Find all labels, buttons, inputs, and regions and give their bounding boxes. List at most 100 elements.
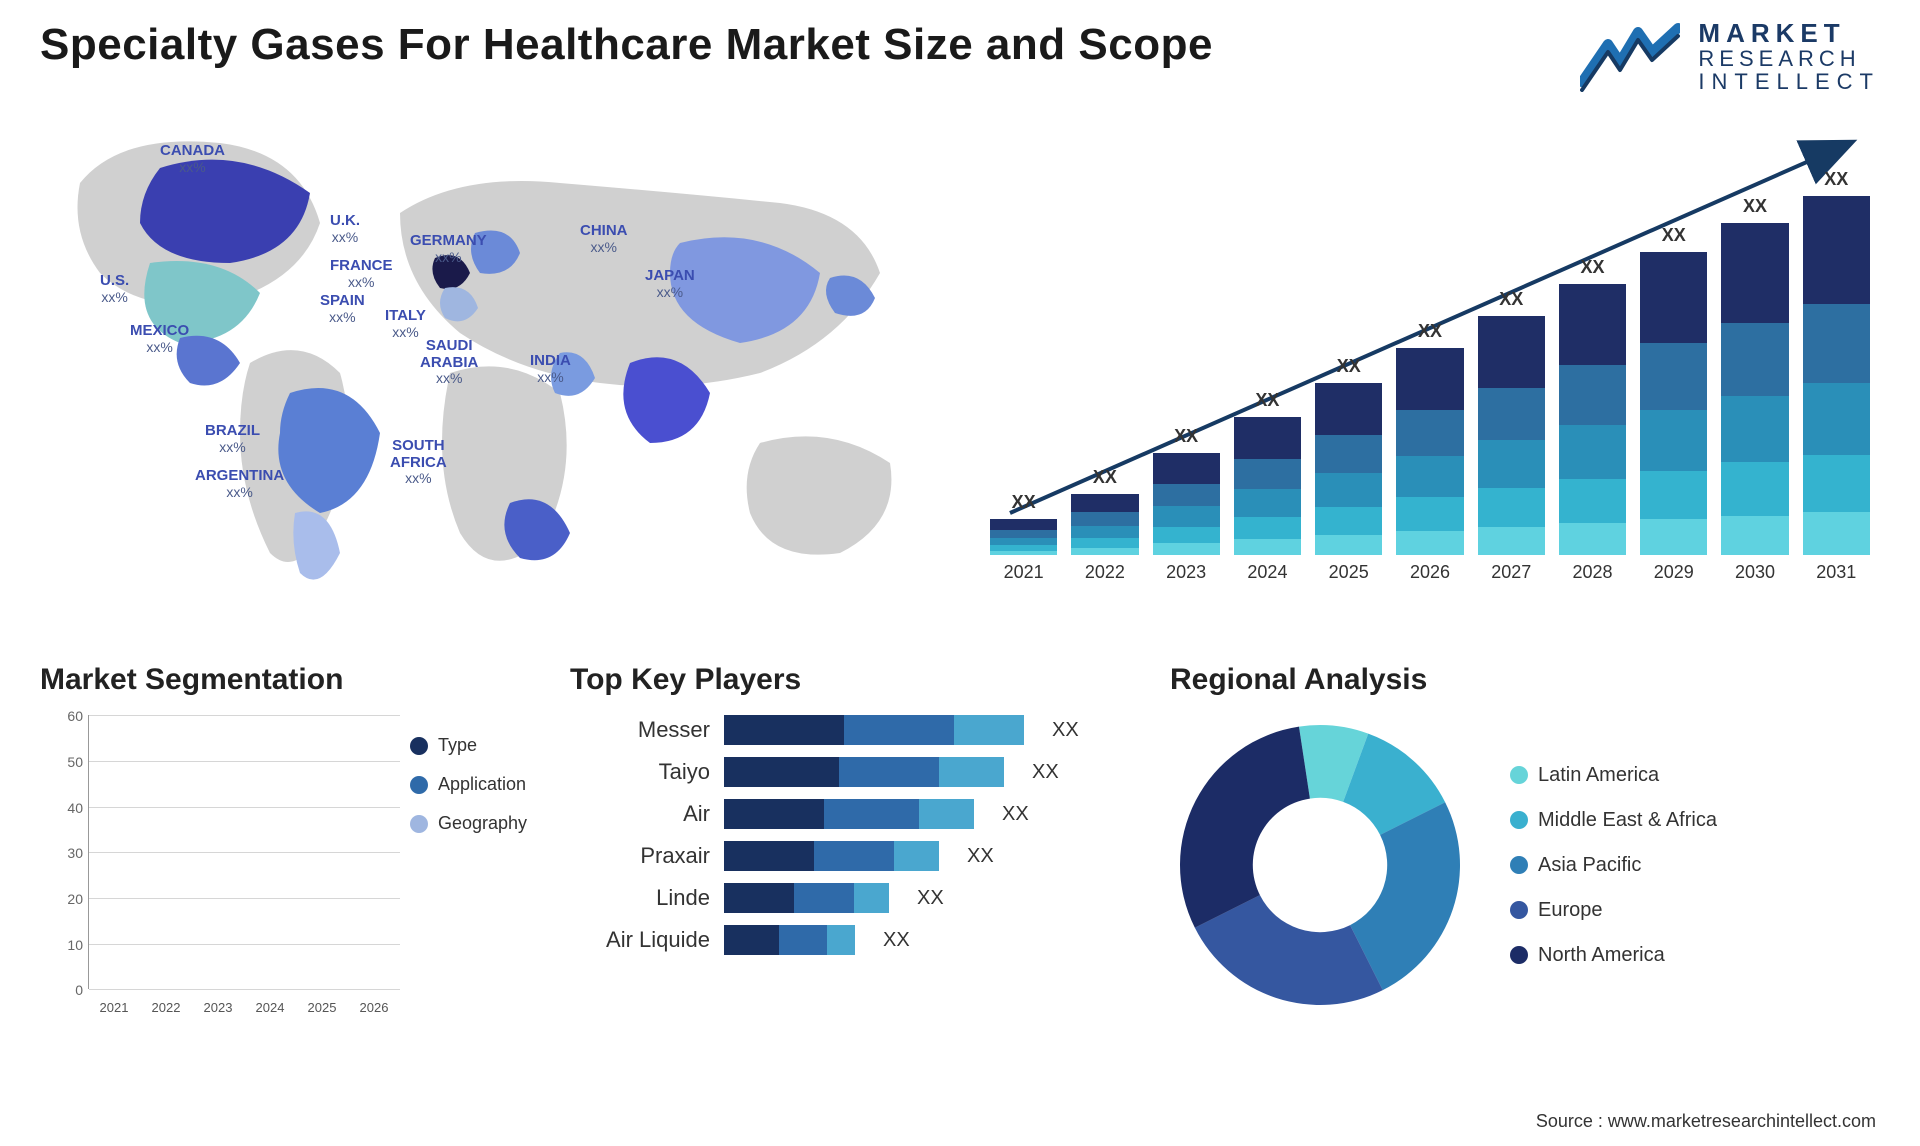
legend-swatch-icon xyxy=(1510,946,1528,964)
country-label: CHINAxx% xyxy=(580,223,628,256)
logo-line2: RESEARCH xyxy=(1698,47,1880,70)
region-legend-label: Latin America xyxy=(1538,764,1659,787)
seg-legend-label: Type xyxy=(438,735,477,756)
header: Specialty Gases For Healthcare Market Si… xyxy=(40,20,1880,93)
region-legend-item: North America xyxy=(1510,944,1717,967)
segmentation-panel: Market Segmentation 0102030405060 202120… xyxy=(40,663,540,1043)
growth-bar-value: XX xyxy=(1824,169,1848,190)
country-label: CANADAxx% xyxy=(160,143,225,176)
brand-logo: MARKET RESEARCH INTELLECT xyxy=(1580,20,1880,93)
region-panel: Regional Analysis Latin AmericaMiddle Ea… xyxy=(1170,663,1880,1043)
growth-bar: XX xyxy=(1803,169,1870,556)
legend-swatch-icon xyxy=(410,737,428,755)
growth-bar-value: XX xyxy=(1012,492,1036,513)
players-list: Messer XX Taiyo XX AirXX Praxair XX Linde XX Air … xyxy=(570,715,1140,955)
player-row: Praxair XX xyxy=(570,841,1130,871)
player-row: Messer XX xyxy=(570,715,1130,745)
growth-bar-value: XX xyxy=(1255,390,1279,411)
segmentation-title: Market Segmentation xyxy=(40,663,540,697)
player-name: Taiyo xyxy=(570,759,710,785)
growth-bar-value: XX xyxy=(1174,426,1198,447)
seg-year-label: 2025 xyxy=(300,1000,344,1015)
player-name: Air Liquide xyxy=(570,927,710,953)
player-bar xyxy=(724,799,974,829)
growth-bar-value: XX xyxy=(1662,225,1686,246)
region-donut xyxy=(1170,715,1470,1015)
player-value: XX xyxy=(1052,719,1079,742)
world-map-icon xyxy=(40,113,940,613)
player-name: Messer xyxy=(570,717,710,743)
growth-year-label: 2024 xyxy=(1234,562,1301,583)
growth-year-label: 2029 xyxy=(1640,562,1707,583)
seg-ytick: 30 xyxy=(67,845,83,861)
growth-bar-value: XX xyxy=(1093,467,1117,488)
player-bar xyxy=(724,883,889,913)
legend-swatch-icon xyxy=(410,815,428,833)
region-legend-item: Asia Pacific xyxy=(1510,854,1717,877)
player-name: Praxair xyxy=(570,843,710,869)
seg-ytick: 50 xyxy=(67,754,83,770)
country-label: SAUDIARABIAxx% xyxy=(420,338,478,388)
segmentation-legend: TypeApplicationGeography xyxy=(410,735,540,834)
players-title: Top Key Players xyxy=(570,663,1140,697)
players-panel: Top Key Players MesserXXTaiyoXXAirXXPrax… xyxy=(570,663,1140,1043)
seg-ytick: 10 xyxy=(67,937,83,953)
country-label: ITALYxx% xyxy=(385,308,426,341)
legend-swatch-icon xyxy=(1510,901,1528,919)
growth-bar: XX xyxy=(1396,321,1463,556)
growth-bar-value: XX xyxy=(1580,257,1604,278)
growth-bar: XX xyxy=(1315,356,1382,556)
country-label: INDIAxx% xyxy=(530,353,571,386)
logo-line1: MARKET xyxy=(1698,20,1880,47)
region-legend: Latin America Middle East & Africa Asia Pa… xyxy=(1510,764,1717,967)
seg-year-label: 2023 xyxy=(196,1000,240,1015)
growth-year-label: 2031 xyxy=(1803,562,1870,583)
growth-bar-value: XX xyxy=(1743,196,1767,217)
legend-swatch-icon xyxy=(1510,766,1528,784)
player-bar xyxy=(724,757,1004,787)
growth-bar: XX xyxy=(1559,257,1626,556)
growth-bar: XX xyxy=(1640,225,1707,556)
player-value: XX xyxy=(967,845,994,868)
region-legend-label: Europe xyxy=(1538,899,1603,922)
growth-bar-value: XX xyxy=(1418,321,1442,342)
growth-chart: XXXXXXXXXXXXXXXXXXXXXX 20212022202320242… xyxy=(990,153,1870,583)
seg-legend-item: Application xyxy=(410,774,540,795)
region-body: Latin America Middle East & Africa Asia Pa… xyxy=(1170,715,1880,1015)
player-bar xyxy=(724,715,1024,745)
logo-text: MARKET RESEARCH INTELLECT xyxy=(1698,20,1880,93)
growth-bar: XX xyxy=(1071,467,1138,556)
region-legend-item: Middle East & Africa xyxy=(1510,809,1717,832)
growth-year-label: 2027 xyxy=(1478,562,1545,583)
growth-bar: XX xyxy=(990,492,1057,555)
region-legend-item: Latin America xyxy=(1510,764,1717,787)
growth-bar: XX xyxy=(1153,426,1220,555)
legend-swatch-icon xyxy=(410,776,428,794)
logo-line3: INTELLECT xyxy=(1698,70,1880,93)
region-legend-label: North America xyxy=(1538,944,1665,967)
seg-ytick: 20 xyxy=(67,891,83,907)
player-name: Air xyxy=(570,801,710,827)
country-label: MEXICOxx% xyxy=(130,323,189,356)
growth-bar: XX xyxy=(1721,196,1788,555)
region-legend-item: Europe xyxy=(1510,899,1717,922)
seg-legend-item: Type xyxy=(410,735,540,756)
country-label: JAPANxx% xyxy=(645,268,695,301)
player-row: AirXX xyxy=(570,799,1130,829)
country-label: BRAZILxx% xyxy=(205,423,260,456)
player-value: XX xyxy=(883,929,910,952)
seg-legend-label: Application xyxy=(438,774,526,795)
growth-year-label: 2023 xyxy=(1153,562,1220,583)
legend-swatch-icon xyxy=(1510,811,1528,829)
growth-year-label: 2028 xyxy=(1559,562,1626,583)
player-bar xyxy=(724,925,855,955)
player-bar xyxy=(724,841,939,871)
growth-bar-value: XX xyxy=(1337,356,1361,377)
player-value: XX xyxy=(917,887,944,910)
growth-bar-value: XX xyxy=(1499,289,1523,310)
region-legend-label: Middle East & Africa xyxy=(1538,809,1717,832)
seg-year-label: 2021 xyxy=(92,1000,136,1015)
growth-year-label: 2025 xyxy=(1315,562,1382,583)
country-label: U.S.xx% xyxy=(100,273,129,306)
player-name: Linde xyxy=(570,885,710,911)
